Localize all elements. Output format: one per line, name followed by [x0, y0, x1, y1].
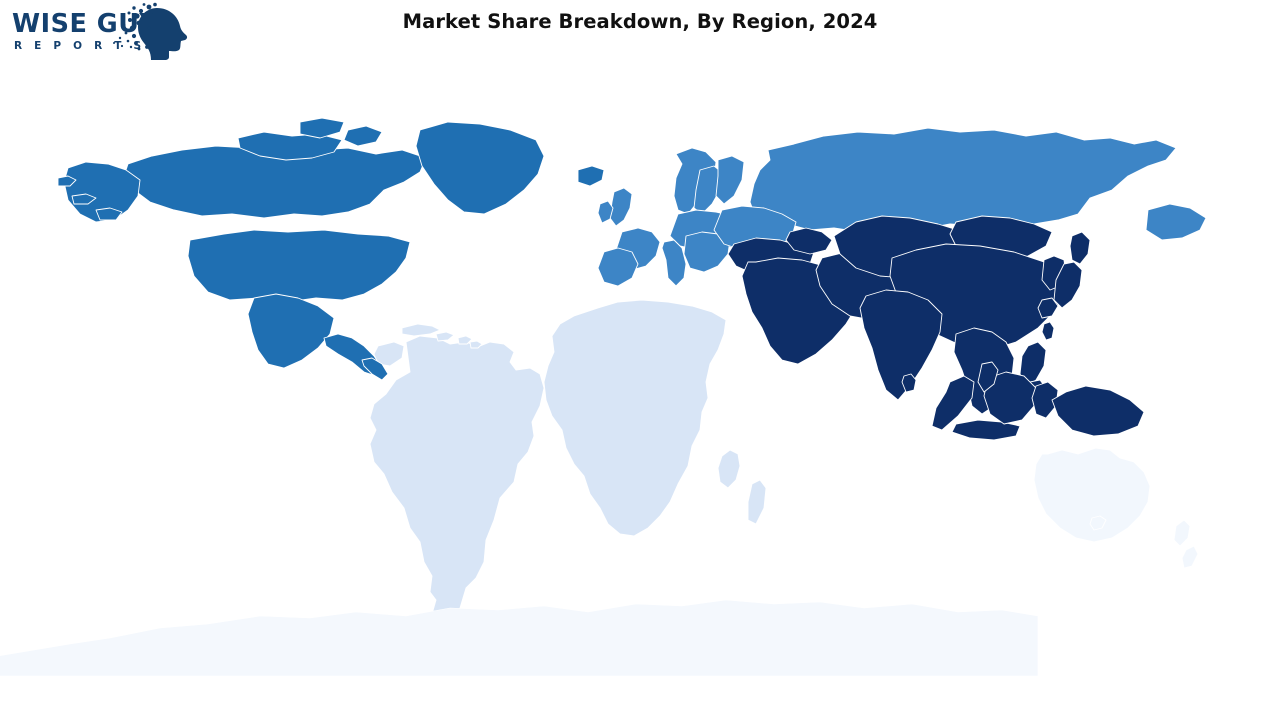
- region-europe: [597, 147, 797, 287]
- head-network-icon: [113, 2, 188, 60]
- region-antarctica: [0, 599, 1039, 677]
- page-title: Market Share Breakdown, By Region, 2024: [402, 10, 878, 33]
- region-north-america: [57, 117, 605, 381]
- region-russia: [749, 127, 1207, 241]
- wise-guy-reports-logo: WISE GUY R E P O R T S: [8, 2, 198, 60]
- logo-wordmark-secondary: R E P O R T S: [14, 40, 145, 52]
- world-choropleth-map: [0, 46, 1280, 720]
- chart-header: WISE GUY R E P O R T S: [0, 0, 1280, 60]
- region-asia-pacific-middle-east: [727, 215, 1145, 441]
- region-unhighlighted: [1033, 447, 1199, 569]
- region-rest-of-world: [369, 299, 767, 625]
